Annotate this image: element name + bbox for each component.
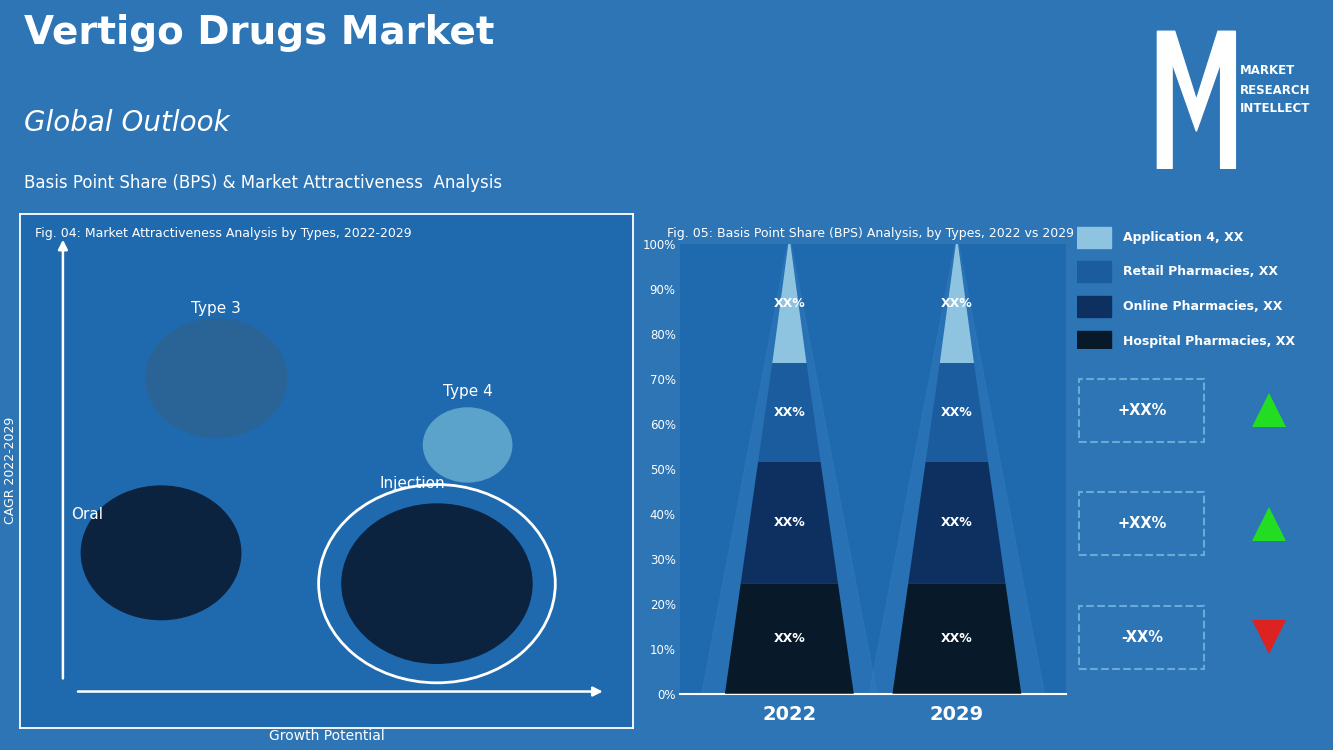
Polygon shape bbox=[908, 462, 1005, 584]
Text: XX%: XX% bbox=[773, 406, 805, 419]
Text: XX%: XX% bbox=[773, 297, 805, 310]
Text: XX%: XX% bbox=[941, 516, 973, 530]
Text: XX%: XX% bbox=[941, 632, 973, 645]
Polygon shape bbox=[772, 244, 806, 363]
Text: MARKET
RESEARCH
INTELLECT: MARKET RESEARCH INTELLECT bbox=[1240, 64, 1310, 116]
Polygon shape bbox=[893, 584, 1021, 694]
Text: Global Outlook: Global Outlook bbox=[24, 110, 229, 137]
Polygon shape bbox=[869, 235, 1045, 694]
Polygon shape bbox=[701, 235, 877, 694]
Text: -XX%: -XX% bbox=[1121, 630, 1162, 645]
Text: Fig. 04: Market Attractiveness Analysis by Types, 2022-2029: Fig. 04: Market Attractiveness Analysis … bbox=[36, 226, 412, 239]
Text: XX%: XX% bbox=[773, 632, 805, 645]
Text: Application 4, XX: Application 4, XX bbox=[1122, 231, 1244, 244]
Text: XX%: XX% bbox=[773, 516, 805, 530]
Text: Type 3: Type 3 bbox=[191, 302, 241, 316]
Text: Growth Potential: Growth Potential bbox=[269, 728, 384, 742]
Text: Fig. 05: Basis Point Share (BPS) Analysis, by Types, 2022 vs 2029: Fig. 05: Basis Point Share (BPS) Analysi… bbox=[666, 226, 1073, 239]
Text: XX%: XX% bbox=[941, 297, 973, 310]
Text: Type 4: Type 4 bbox=[443, 384, 492, 399]
Text: Hospital Pharmacies, XX: Hospital Pharmacies, XX bbox=[1122, 335, 1294, 348]
Circle shape bbox=[145, 319, 287, 437]
Text: Oral: Oral bbox=[72, 507, 104, 522]
Bar bbox=[1077, 226, 1110, 248]
Circle shape bbox=[424, 408, 512, 482]
Text: +XX%: +XX% bbox=[1117, 516, 1166, 531]
Bar bbox=[1077, 331, 1110, 352]
Bar bbox=[1077, 296, 1110, 317]
Text: Retail Pharmacies, XX: Retail Pharmacies, XX bbox=[1122, 266, 1277, 278]
Polygon shape bbox=[940, 244, 974, 363]
Text: +XX%: +XX% bbox=[1117, 403, 1166, 418]
Text: Injection: Injection bbox=[380, 476, 445, 491]
Text: CAGR 2022-2029: CAGR 2022-2029 bbox=[4, 417, 17, 524]
Bar bbox=[1077, 262, 1110, 283]
Text: Basis Point Share (BPS) & Market Attractiveness  Analysis: Basis Point Share (BPS) & Market Attract… bbox=[24, 174, 503, 192]
Polygon shape bbox=[741, 462, 838, 584]
Polygon shape bbox=[725, 584, 854, 694]
Polygon shape bbox=[758, 363, 821, 462]
Text: Online Pharmacies, XX: Online Pharmacies, XX bbox=[1122, 300, 1282, 313]
Polygon shape bbox=[925, 363, 988, 462]
Circle shape bbox=[343, 504, 532, 663]
Circle shape bbox=[81, 486, 241, 620]
Text: XX%: XX% bbox=[941, 406, 973, 419]
Polygon shape bbox=[1157, 32, 1236, 169]
Text: Vertigo Drugs Market: Vertigo Drugs Market bbox=[24, 14, 495, 52]
